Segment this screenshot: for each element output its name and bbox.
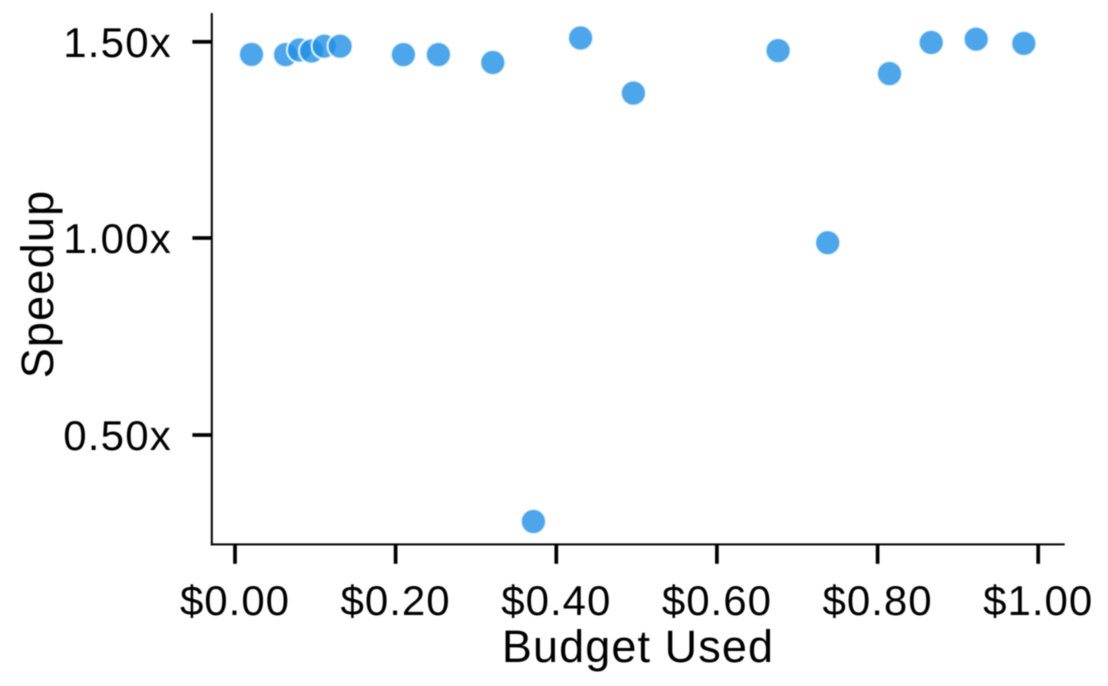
svg-text:1.50x: 1.50x bbox=[63, 19, 172, 66]
svg-text:$0.00: $0.00 bbox=[180, 577, 290, 624]
svg-text:1.00x: 1.00x bbox=[63, 215, 172, 262]
svg-text:Speedup: Speedup bbox=[12, 190, 63, 379]
svg-text:$1.00: $1.00 bbox=[983, 577, 1093, 624]
svg-text:Budget Used: Budget Used bbox=[502, 621, 774, 672]
svg-text:$0.80: $0.80 bbox=[823, 577, 933, 624]
svg-text:$0.60: $0.60 bbox=[662, 577, 772, 624]
svg-text:$0.40: $0.40 bbox=[501, 577, 611, 624]
svg-text:0.50x: 0.50x bbox=[63, 412, 172, 459]
svg-text:$0.20: $0.20 bbox=[341, 577, 451, 624]
